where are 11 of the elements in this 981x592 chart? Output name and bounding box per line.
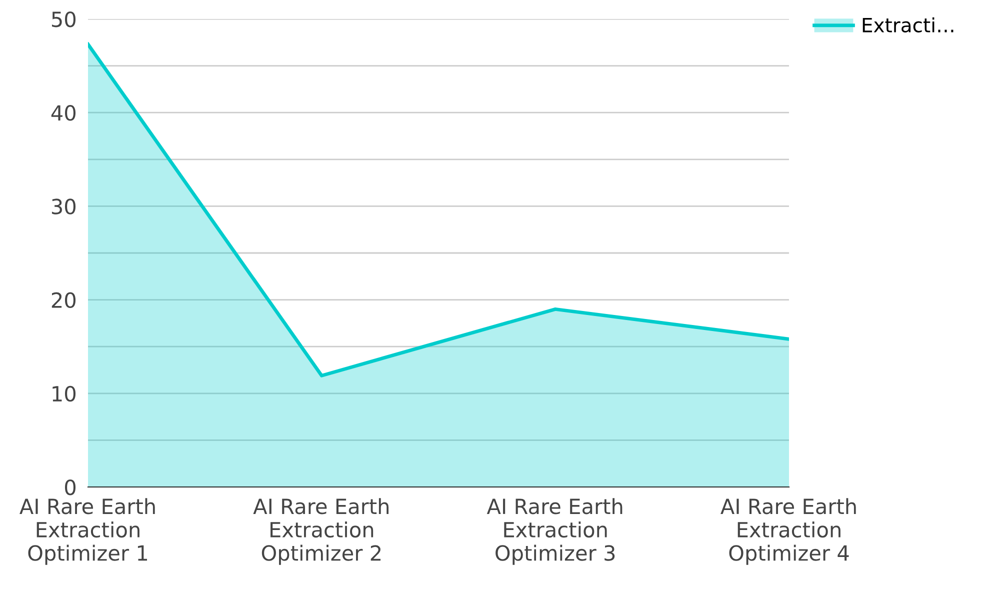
x-tick-label: AI Rare Earth Extraction Optimizer 1 [20, 498, 155, 565]
x-tick-label: AI Rare Earth Extraction Optimizer 4 [720, 498, 856, 565]
y-tick-label: 40 [51, 105, 76, 121]
y-tick-label: 20 [52, 292, 76, 308]
y-tick-label: 30 [52, 198, 76, 214]
y-tick-label: 50 [52, 11, 76, 28]
x-tick-label: AI Rare Earth Extraction Optimizer 2 [253, 498, 388, 565]
y-tick-label: 0 [65, 479, 76, 496]
x-tick-label: AI Rare Earth Extraction Optimizer 3 [486, 498, 622, 565]
legend-label: Extracti… [862, 17, 954, 32]
y-tick-label: 10 [52, 386, 76, 402]
